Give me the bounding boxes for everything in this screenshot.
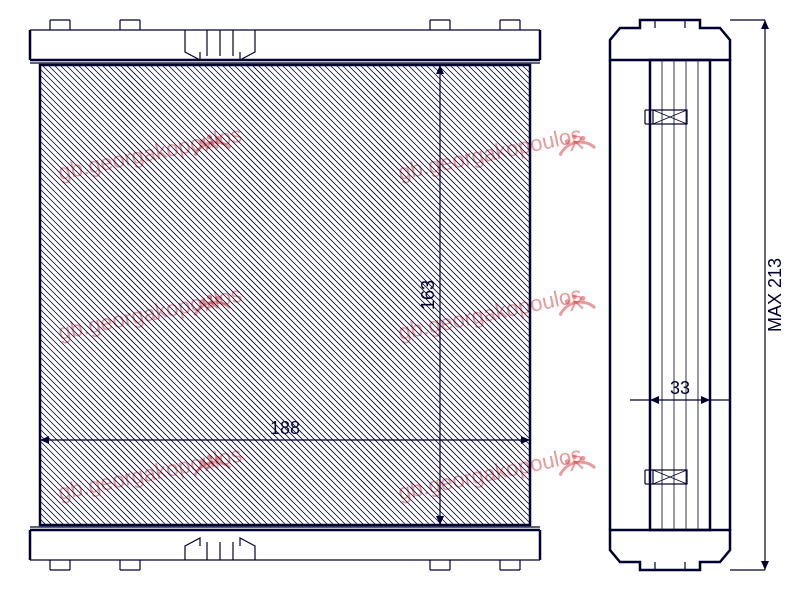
dim-depth-33: 33: [670, 378, 690, 398]
technical-drawing: gb.georgakopoulosgb.georgakopoulosgb.geo…: [0, 0, 800, 590]
dim-max-213: MAX 213: [765, 258, 785, 332]
dim-width-188: 188: [270, 418, 300, 438]
dim-height-163: 163: [418, 280, 438, 310]
side-view: [610, 20, 730, 570]
